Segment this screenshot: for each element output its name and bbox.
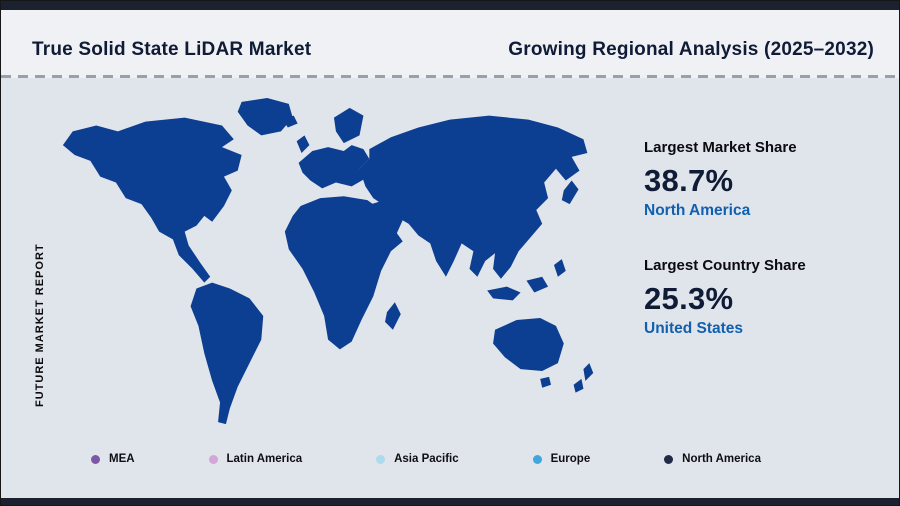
legend-item-latin-america: Latin America [208,453,303,465]
stat-label: Largest Market Share [644,139,797,156]
stats-panel: Largest Market Share 38.7% North America… [644,139,889,338]
stat-label: Largest Country Share [644,257,806,274]
stat-value: 25.3% [644,281,734,316]
world-map [62,98,594,425]
vertical-brand-label: FUTURE MARKET REPORT [34,243,46,407]
legend-label: Asia Pacific [394,453,459,465]
legend-label: Europe [550,453,591,465]
map-japan [561,180,579,205]
legend-dot-mea [91,454,100,464]
map-uk [296,135,310,153]
legend: MEA Latin America Asia Pacific Europe No… [91,453,761,465]
map-arabia [369,198,405,238]
map-asia [359,115,588,279]
map-iceland [282,115,298,128]
legend-dot-north-america [664,454,674,464]
map-scandinavia [333,107,364,144]
map-new-zealand-south [573,378,584,393]
legend-item-asia-pacific: Asia Pacific [376,453,459,465]
stat-region: North America [644,202,751,219]
bottom-strip [1,498,899,505]
legend-label: MEA [109,453,135,465]
stat-largest-market-share: Largest Market Share 38.7% North America [644,139,889,220]
legend-dot-latin-america [208,454,218,464]
map-europe [298,145,370,189]
map-indonesia [487,286,521,301]
map-africa [284,196,403,350]
map-new-zealand-north [583,363,594,381]
legend-dot-asia-pacific [376,454,386,464]
top-strip [1,1,899,10]
analysis-title: Growing Regional Analysis (2025–2032) [508,39,874,60]
map-north-america [62,117,242,283]
map-greenland [237,98,293,136]
legend-item-europe: Europe [532,453,591,465]
stat-value: 38.7% [644,163,734,198]
map-tasmania [540,376,552,388]
legend-dot-europe [532,454,542,464]
legend-item-north-america: North America [664,453,761,465]
stat-largest-country-share: Largest Country Share 25.3% United State… [644,257,889,338]
market-title: True Solid State LiDAR Market [32,39,312,60]
dashed-divider [1,75,899,78]
map-madagascar [385,302,401,330]
stat-region: United States [644,320,744,337]
map-australia [493,318,564,372]
legend-label: North America [682,453,761,465]
map-philippines [553,259,566,277]
map-borneo [526,276,549,293]
map-south-america [190,282,264,425]
legend-item-mea: MEA [91,453,135,465]
legend-label: Latin America [226,453,303,465]
header: True Solid State LiDAR Market Growing Re… [32,39,874,61]
